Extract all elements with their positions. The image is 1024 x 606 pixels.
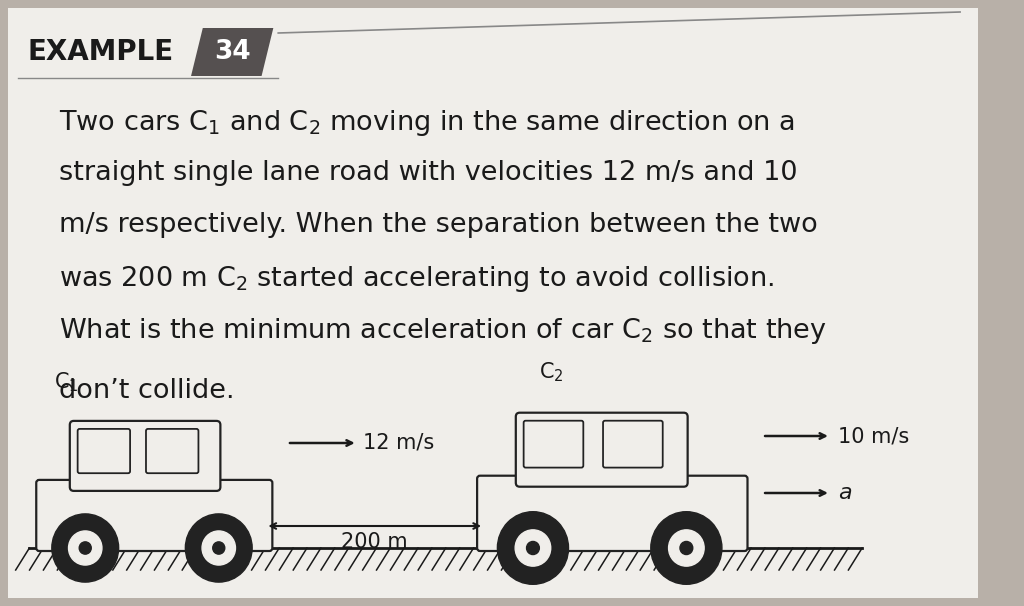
- Circle shape: [515, 530, 551, 566]
- FancyBboxPatch shape: [516, 413, 688, 487]
- Text: a: a: [838, 483, 851, 503]
- Text: was 200 m $\mathregular{C_2}$ started accelerating to avoid collision.: was 200 m $\mathregular{C_2}$ started ac…: [58, 264, 774, 294]
- Circle shape: [69, 531, 102, 565]
- Text: 200 m: 200 m: [341, 532, 408, 552]
- Text: 34: 34: [214, 39, 251, 65]
- Circle shape: [651, 511, 722, 584]
- Polygon shape: [191, 28, 273, 76]
- Text: 10 m/s: 10 m/s: [838, 426, 909, 446]
- Circle shape: [185, 514, 252, 582]
- Text: m/s respectively. When the separation between the two: m/s respectively. When the separation be…: [58, 212, 817, 238]
- FancyBboxPatch shape: [523, 421, 584, 468]
- FancyBboxPatch shape: [477, 476, 748, 551]
- FancyBboxPatch shape: [8, 8, 978, 598]
- FancyBboxPatch shape: [78, 429, 130, 473]
- Text: 12 m/s: 12 m/s: [364, 433, 435, 453]
- FancyBboxPatch shape: [146, 429, 199, 473]
- Circle shape: [52, 514, 119, 582]
- Circle shape: [498, 511, 568, 584]
- Circle shape: [202, 531, 236, 565]
- Text: straight single lane road with velocities 12 m/s and 10: straight single lane road with velocitie…: [58, 160, 798, 186]
- Text: What is the minimum acceleration of car $\mathregular{C_2}$ so that they: What is the minimum acceleration of car …: [58, 316, 826, 346]
- Text: don’t collide.: don’t collide.: [58, 378, 234, 404]
- Text: Two cars $\mathregular{C_1}$ and $\mathregular{C_2}$ moving in the same directio: Two cars $\mathregular{C_1}$ and $\mathr…: [58, 108, 795, 138]
- Circle shape: [213, 542, 225, 554]
- Circle shape: [669, 530, 705, 566]
- FancyBboxPatch shape: [36, 480, 272, 551]
- Text: $\mathregular{C_2}$: $\mathregular{C_2}$: [539, 360, 563, 384]
- Text: $\mathregular{C_1}$: $\mathregular{C_1}$: [54, 370, 79, 394]
- FancyBboxPatch shape: [603, 421, 663, 468]
- Circle shape: [680, 542, 693, 554]
- FancyBboxPatch shape: [70, 421, 220, 491]
- Circle shape: [526, 542, 540, 554]
- Text: EXAMPLE: EXAMPLE: [28, 38, 173, 66]
- Circle shape: [79, 542, 91, 554]
